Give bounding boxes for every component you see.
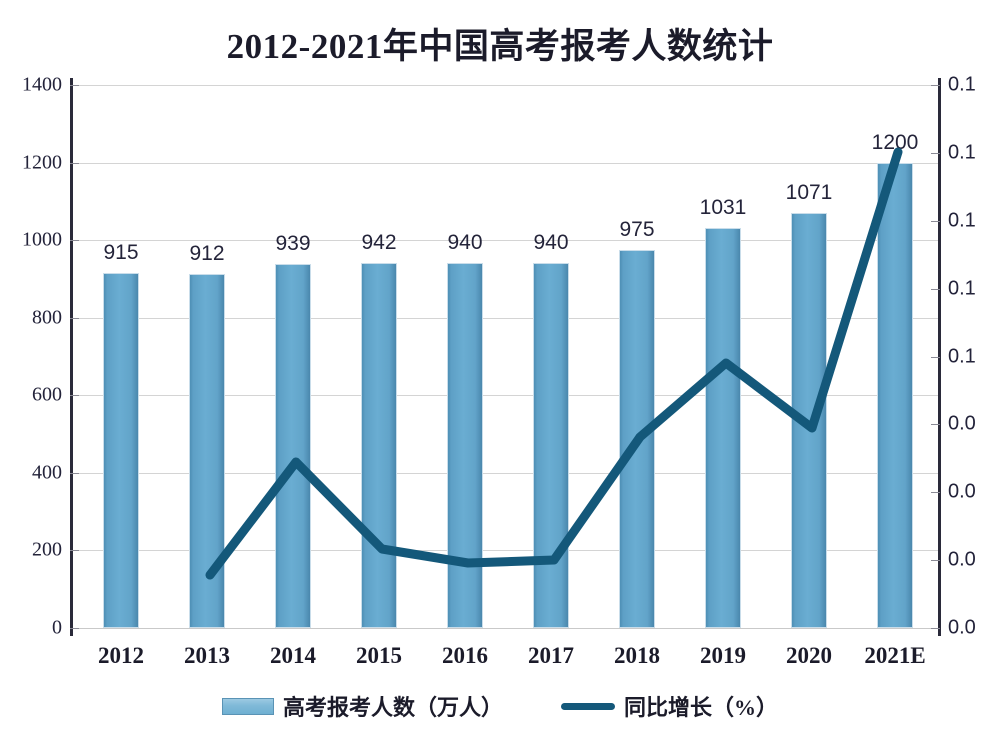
right-tick-mark [931, 628, 940, 629]
right-tick-mark [931, 560, 940, 562]
bar-2018[interactable] [619, 249, 655, 628]
bar-value-label-2017: 940 [533, 231, 569, 255]
left-y-tick-600: 600 [32, 383, 62, 406]
left-y-tick-1400: 1400 [22, 73, 62, 96]
left-tick-mark [70, 85, 79, 86]
left-tick-mark [70, 628, 79, 629]
left-tick-mark [70, 240, 79, 242]
bar-2020[interactable] [791, 212, 827, 628]
x-axis-label-2019: 2019 [700, 643, 746, 668]
bar-value-label-2014: 939 [275, 231, 311, 255]
x-axis-label-2016: 2016 [442, 643, 488, 668]
bar-2014[interactable] [275, 263, 311, 628]
chart-legend: 高考报考人数（万人） 同比增长（%） [0, 690, 1000, 722]
left-tick-mark [70, 395, 79, 397]
bar-value-label-2012: 915 [103, 241, 139, 265]
bar-2021E[interactable] [877, 162, 913, 628]
plot-area [78, 85, 938, 629]
left-tick-mark [70, 162, 79, 164]
left-y-tick-200: 200 [32, 538, 62, 561]
right-tick-mark [931, 85, 940, 86]
x-axis-label-2018: 2018 [614, 643, 660, 668]
line-swatch-icon [561, 702, 615, 710]
bar-value-label-2016: 940 [447, 231, 483, 255]
left-tick-mark [70, 317, 79, 319]
left-y-tick-1200: 1200 [22, 151, 62, 174]
bar-value-label-2013: 912 [189, 242, 225, 266]
x-axis-label-2012: 2012 [98, 643, 144, 668]
left-y-tick-400: 400 [32, 461, 62, 484]
legend-label-bar: 高考报考人数（万人） [282, 695, 503, 720]
chart-title: 2012-2021年中国高考报考人数统计 [226, 27, 774, 66]
right-tick-mark [931, 288, 940, 290]
x-axis-label-2015: 2015 [356, 643, 402, 668]
right-tick-mark [931, 220, 940, 222]
right-tick-mark [931, 492, 940, 494]
right-tick-mark [931, 152, 940, 154]
bar-2013[interactable] [189, 274, 225, 628]
right-y-tick-6: 0.1 [948, 209, 976, 232]
right-tick-mark [931, 356, 940, 358]
legend-item-line[interactable]: 同比增长（%） [561, 690, 778, 722]
bar-value-label-2021E: 1200 [871, 130, 919, 154]
bar-2015[interactable] [361, 262, 397, 628]
left-y-tick-800: 800 [32, 306, 62, 329]
bar-value-label-2018: 975 [619, 217, 655, 241]
right-y-tick-7: 0.1 [948, 141, 976, 164]
right-y-tick-4: 0.1 [948, 345, 976, 367]
x-axis-label-2014: 2014 [270, 643, 316, 668]
left-y-axis: 1400 1200 1000 800 600 400 200 0 [0, 0, 62, 750]
x-axis: 2012 2013 2014 2015 2016 2017 2018 2019 2020 2021… [0, 643, 1000, 679]
bar-2019[interactable] [705, 228, 741, 628]
x-axis-label-2013: 2013 [184, 643, 230, 668]
left-tick-mark [70, 472, 79, 474]
bar-2017[interactable] [533, 263, 569, 628]
bar-value-label-2015: 942 [361, 230, 397, 254]
gridline-1400 [78, 85, 938, 86]
left-axis-spine [70, 78, 73, 636]
gridline-0 [78, 628, 938, 629]
bar-swatch-icon [221, 697, 274, 715]
right-y-tick-2: 0.0 [948, 480, 976, 503]
bar-value-label-2020: 1071 [785, 180, 833, 204]
right-tick-mark [931, 424, 940, 426]
right-y-tick-0: 0.0 [948, 616, 976, 639]
bar-2012[interactable] [103, 273, 139, 628]
bar-2016[interactable] [447, 263, 483, 628]
right-y-tick-1: 0.0 [948, 548, 976, 571]
left-y-tick-0: 0 [52, 616, 62, 639]
x-axis-label-2021E: 2021E [864, 643, 926, 668]
left-y-tick-1000: 1000 [22, 228, 62, 251]
x-axis-label-2017: 2017 [528, 643, 574, 668]
right-y-axis: 0.1 0.1 0.1 0.1 0.1 0.0 0.0 0.0 0.0 [948, 0, 1000, 750]
left-tick-mark [70, 550, 79, 552]
gridline-1200 [78, 162, 938, 164]
legend-label-line: 同比增长（%） [624, 695, 779, 720]
legend-item-bar[interactable]: 高考报考人数（万人） [221, 690, 503, 722]
right-y-tick-8: 0.1 [948, 73, 976, 96]
right-y-tick-3: 0.0 [948, 412, 976, 435]
x-axis-label-2020: 2020 [786, 643, 832, 668]
bar-value-label-2019: 1031 [699, 196, 747, 220]
right-y-tick-5: 0.1 [948, 277, 976, 300]
